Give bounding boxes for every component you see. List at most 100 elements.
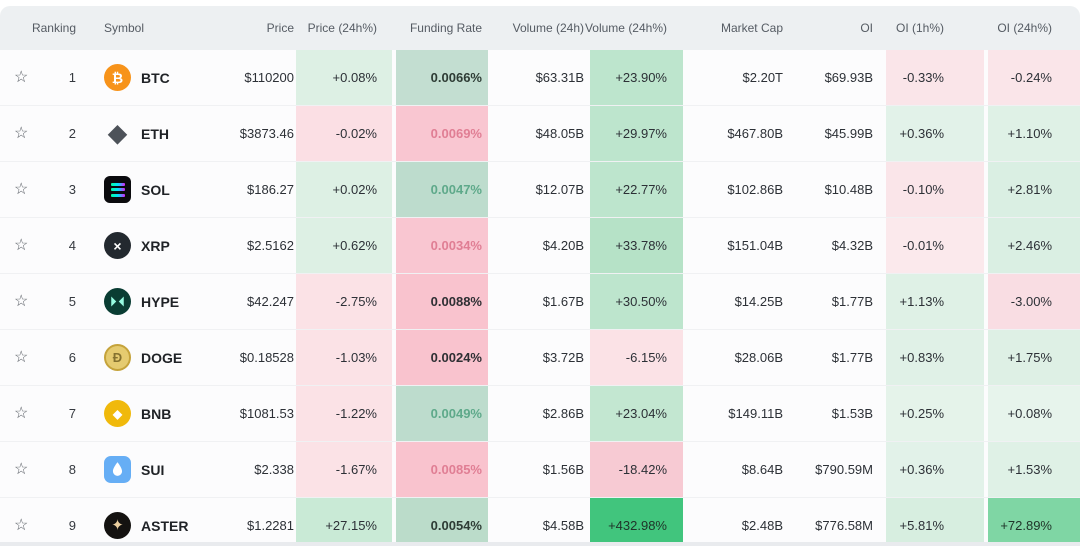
symbol-cell[interactable]: SOL [84,162,210,217]
symbol-cell[interactable]: SUI [84,442,210,497]
ranking-cell: 8 [68,462,76,477]
symbol-cell[interactable]: ✦ ASTER [84,498,210,546]
funding-rate-cell: 0.0024% [396,330,488,385]
favorite-star-icon[interactable]: ☆ [14,292,29,310]
oi-24h-cell: +1.10% [988,106,1080,161]
ranking-cell: 1 [68,70,76,85]
doge-icon: Ð [104,344,131,371]
table-row[interactable]: ☆ 8 SUI $2.338 -1.67% 0.0085% $1.56B -18… [0,442,1080,498]
price-24h-cell: -2.75% [296,274,392,329]
symbol-label: ASTER [141,517,189,534]
funding-rate-cell: 0.0066% [396,50,488,105]
symbol-cell[interactable]: HYPE [84,274,210,329]
table-row[interactable]: ☆ 9 ✦ ASTER $1.2281 +27.15% 0.0054% $4.5… [0,498,1080,546]
header-oi-24h[interactable]: OI (24h%) [997,21,1052,35]
price-24h-cell: -1.03% [296,330,392,385]
price-cell: $110200 [244,70,294,85]
funding-rate-cell: 0.0088% [396,274,488,329]
favorite-star-icon[interactable]: ☆ [14,68,29,86]
oi-cell: $69.93B [824,70,873,85]
symbol-label: ETH [141,125,169,142]
favorite-cell: ☆ [0,498,44,546]
table-row[interactable]: ☆ 1 ₿ BTC $110200 +0.08% 0.0066% $63.31B… [0,50,1080,106]
favorite-star-icon[interactable]: ☆ [14,236,29,254]
ranking-cell: 2 [68,126,76,141]
oi-24h-cell: +2.46% [988,218,1080,273]
btc-icon: ₿ [104,64,131,91]
volume-24h-cell: $2.86B [542,406,584,421]
bnb-icon: ◆ [104,400,131,427]
symbol-cell[interactable]: Ð DOGE [84,330,210,385]
symbol-cell[interactable]: ₿ BTC [84,50,210,105]
table-row[interactable]: ☆ 7 ◆ BNB $1081.53 -1.22% 0.0049% $2.86B… [0,386,1080,442]
price-24h-cell: -1.67% [296,442,392,497]
symbol-cell[interactable]: ◆ BNB [84,386,210,441]
header-volume-24h[interactable]: Volume (24h) [512,21,584,35]
favorite-cell: ☆ [0,106,44,161]
header-ranking[interactable]: Ranking [31,21,76,35]
header-oi-1h[interactable]: OI (1h%) [895,21,944,35]
table-row[interactable]: ☆ 6 Ð DOGE $0.18528 -1.03% 0.0024% $3.72… [0,330,1080,386]
favorite-cell: ☆ [0,274,44,329]
favorite-star-icon[interactable]: ☆ [14,404,29,422]
ranking-cell: 9 [68,518,76,533]
oi-24h-cell: -0.24% [988,50,1080,105]
volume-24h-cell: $3.72B [542,350,584,365]
favorite-star-icon[interactable]: ☆ [14,124,29,142]
symbol-label: DOGE [141,349,183,366]
favorite-star-icon[interactable]: ☆ [14,516,29,534]
volume-24h-pct-cell: +23.90% [590,50,683,105]
volume-24h-cell: $4.58B [542,518,584,533]
sol-bars-icon [110,182,125,197]
symbol-cell[interactable]: ◆ ETH [84,106,210,161]
table-row[interactable]: ☆ 5 HYPE $42.247 -2.75% 0.0088% $1.67B +… [0,274,1080,330]
price-24h-cell: +27.15% [296,498,392,546]
oi-24h-cell: +2.81% [988,162,1080,217]
ranking-cell: 3 [68,182,76,197]
ranking-cell: 4 [68,238,76,253]
price-24h-cell: -1.22% [296,386,392,441]
header-oi[interactable]: OI [860,21,873,35]
volume-24h-pct-cell: +432.98% [590,498,683,546]
header-funding-rate[interactable]: Funding Rate [409,21,482,35]
volume-24h-cell: $48.05B [535,126,584,141]
price-24h-cell: +0.62% [296,218,392,273]
table-row[interactable]: ☆ 3 SOL $186.27 +0.02% 0.0047% $12.07B +… [0,162,1080,218]
volume-24h-pct-cell: +22.77% [590,162,683,217]
favorite-star-icon[interactable]: ☆ [14,348,29,366]
price-24h-cell: -0.02% [296,106,392,161]
symbol-label: SUI [141,461,165,478]
header-symbol[interactable]: Symbol [104,21,145,35]
symbol-label: XRP [141,237,170,254]
funding-rate-cell: 0.0085% [396,442,488,497]
favorite-cell: ☆ [0,162,44,217]
symbol-label: BTC [141,69,170,86]
oi-cell: $45.99B [824,126,873,141]
funding-rate-cell: 0.0054% [396,498,488,546]
price-cell: $1.2281 [247,518,294,533]
header-price[interactable]: Price [266,21,294,35]
header-market-cap[interactable]: Market Cap [720,21,783,35]
oi-1h-cell: +0.36% [886,442,984,497]
favorite-cell: ☆ [0,218,44,273]
header-price-24h[interactable]: Price (24h%) [307,21,377,35]
volume-24h-cell: $63.31B [535,70,584,85]
table-row[interactable]: ☆ 2 ◆ ETH $3873.46 -0.02% 0.0069% $48.05… [0,106,1080,162]
oi-1h-cell: +0.25% [886,386,984,441]
volume-24h-cell: $12.07B [535,182,584,197]
volume-24h-pct-cell: +33.78% [590,218,683,273]
price-24h-cell: +0.08% [296,50,392,105]
funding-rate-cell: 0.0069% [396,106,488,161]
favorite-star-icon[interactable]: ☆ [14,460,29,478]
table-row[interactable]: ☆ 4 × XRP $2.5162 +0.62% 0.0034% $4.20B … [0,218,1080,274]
oi-cell: $10.48B [824,182,873,197]
price-24h-cell: +0.02% [296,162,392,217]
favorite-star-icon[interactable]: ☆ [14,180,29,198]
volume-24h-cell: $1.56B [542,462,584,477]
header-volume-24h-pct[interactable]: Volume (24h%) [584,21,667,35]
oi-24h-cell: +1.53% [988,442,1080,497]
bottom-page-strip [0,542,1080,546]
symbol-cell[interactable]: × XRP [84,218,210,273]
ranking-cell: 5 [68,294,76,309]
